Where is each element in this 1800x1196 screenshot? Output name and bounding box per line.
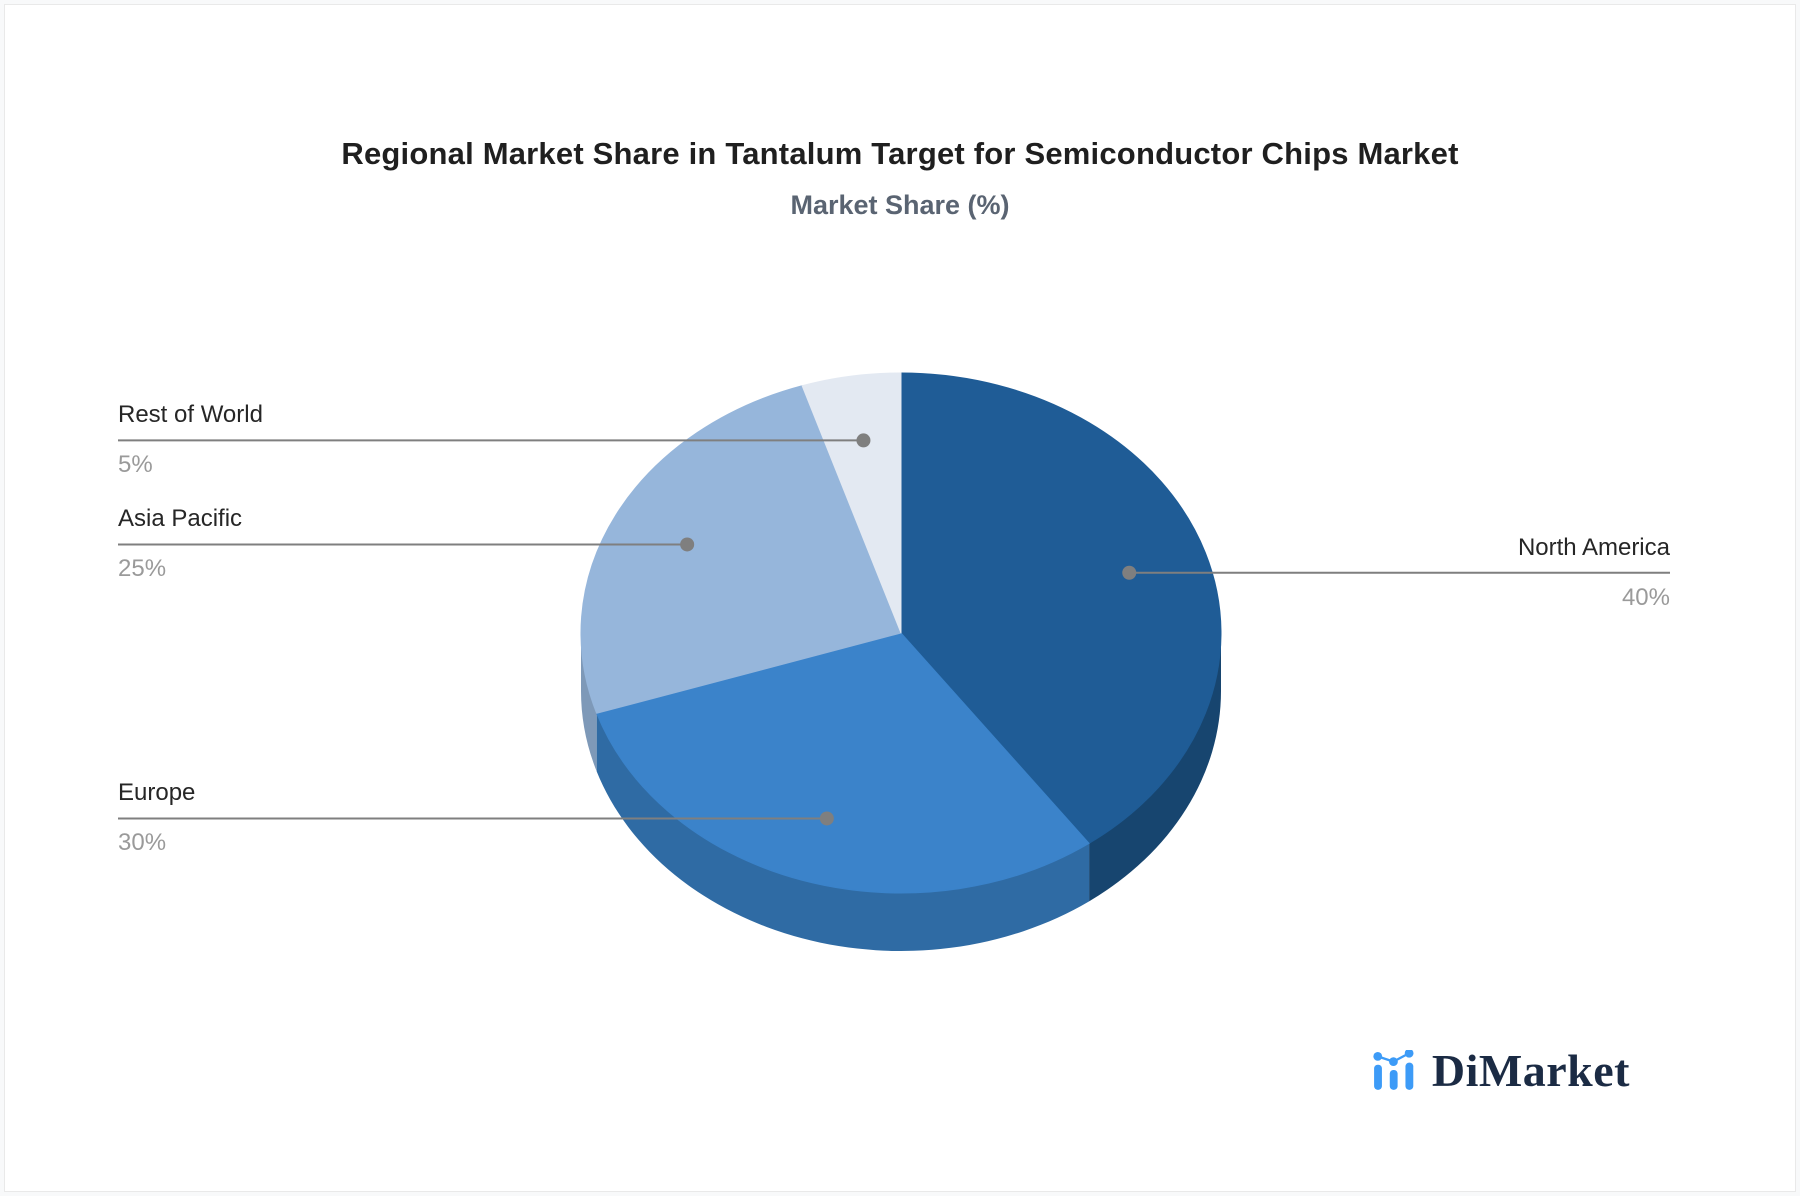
brand-logo: DiMarket [1372, 1044, 1630, 1097]
slice-value-north-america: 40% [1621, 583, 1670, 611]
slice-label-asia-pacific: Asia Pacific [118, 505, 243, 533]
pie-slice-north-america[interactable] [900, 372, 1222, 844]
label-leader-dot [680, 537, 695, 552]
label-leader-dot [819, 811, 834, 826]
bar-chart-logo-icon [1373, 1049, 1414, 1090]
pie-slice-side-europe [596, 713, 1090, 951]
slice-label-rest-of-world: Rest of World [118, 401, 263, 429]
brand-name: DiMarket [1431, 1045, 1630, 1096]
pie-slice-side-asia-pacific [581, 633, 597, 772]
pie-slice-rest-of-world[interactable] [801, 372, 902, 634]
slice-value-asia-pacific: 25% [118, 555, 167, 583]
slice-label-europe: Europe [118, 779, 196, 807]
pie-slice-asia-pacific[interactable] [580, 385, 902, 714]
pie-slice-side-north-america [1089, 633, 1221, 902]
slice-label-north-america: North America [1517, 533, 1670, 561]
chart-subtitle: Market Share (%) [790, 190, 1010, 220]
chart-title: Regional Market Share in Tantalum Target… [341, 136, 1459, 171]
label-leader-dot [1122, 565, 1137, 580]
pie-slice-europe[interactable] [595, 632, 1090, 894]
label-leader-dot [856, 433, 871, 448]
slice-value-europe: 30% [118, 829, 167, 857]
slice-value-rest-of-world: 5% [118, 451, 153, 479]
